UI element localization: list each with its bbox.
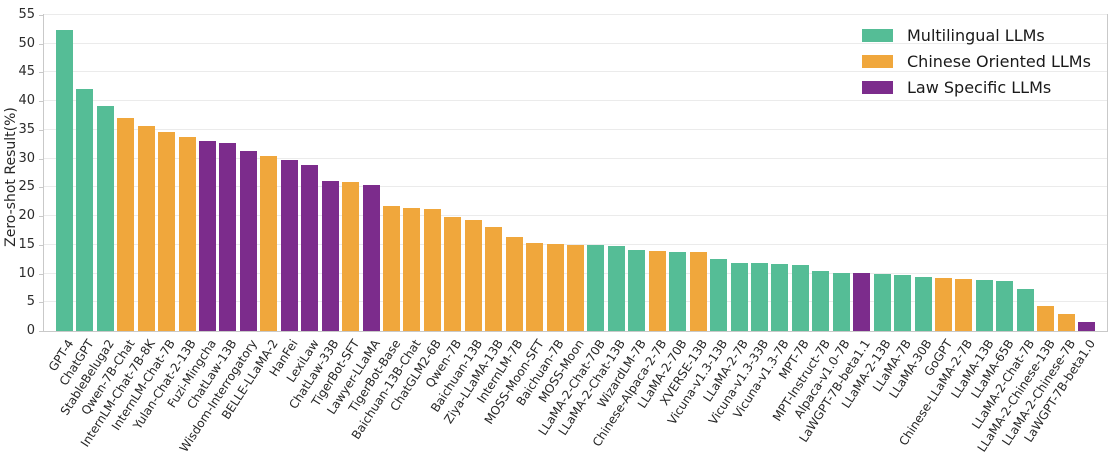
legend: Multilingual LLMs Chinese Oriented LLMs … <box>862 22 1091 100</box>
bar-MOSS-Moon-SFT <box>526 243 544 331</box>
bar-TigerBot-Base <box>383 205 401 331</box>
y-tick-mark-5 <box>39 302 43 304</box>
plot-area <box>43 14 1108 332</box>
bar-LLaMA-2-7B <box>730 262 748 331</box>
y-tick-label-0: 0 <box>26 323 35 338</box>
bar-LLaMA-30B <box>914 276 932 331</box>
bar-Lawyer-LLaMA <box>362 185 380 331</box>
y-tick-label-35: 35 <box>18 121 35 137</box>
bar-Baichuan-13B <box>464 219 482 331</box>
legend-label-multilingual: Multilingual LLMs <box>907 25 1045 45</box>
bar-ChatGPT <box>76 88 94 331</box>
bar-LLaMA-7B <box>894 274 912 331</box>
bar-GoGPT <box>934 278 952 331</box>
y-tick-mark-0 <box>39 331 43 332</box>
bar-Chinese-Alpaca-2-7B <box>648 251 666 331</box>
y-tick-label-55: 55 <box>18 7 35 22</box>
y-tick-mark-35 <box>39 129 43 131</box>
gridline-35 <box>44 128 1107 130</box>
y-tick-label-15: 15 <box>18 236 35 252</box>
bar-GPT-4 <box>55 30 73 331</box>
bar-LLaMA-2-Chinese-7B <box>1057 314 1075 331</box>
legend-item-multilingual: Multilingual LLMs <box>862 22 1091 48</box>
bar-Ziya-LLaMA-13B <box>485 226 503 331</box>
bar-LLaMA-2-Chinese-13B <box>1037 306 1055 331</box>
bar-LLaMA-13B <box>975 279 993 331</box>
y-tick-mark-45 <box>39 72 43 74</box>
y-tick-mark-25 <box>39 187 43 189</box>
gridline-15 <box>44 243 1107 245</box>
bar-LLaMA-2-Chat-7B <box>1016 289 1034 331</box>
y-tick-label-25: 25 <box>18 179 35 195</box>
bar-Alpaca-v1.0-7B <box>832 272 850 331</box>
y-axis: 0 5 10 15 20 25 30 35 40 45 50 55 <box>0 7 43 338</box>
bar-Wisdom-Interrogatory <box>239 150 257 331</box>
y-tick-label-10: 10 <box>18 265 35 281</box>
legend-label-law-specific: Law Specific LLMs <box>907 77 1052 97</box>
gridline-25 <box>44 186 1107 188</box>
bar-Baichuan-13B-Chat <box>403 207 421 331</box>
legend-item-law-specific: Law Specific LLMs <box>862 74 1091 100</box>
y-tick-label-40: 40 <box>18 93 35 109</box>
bar-XVERSE-13B <box>689 252 707 331</box>
bar-Chinese-LLaMA-2-7B <box>955 279 973 331</box>
bar-Qwen-7B <box>444 217 462 331</box>
legend-item-chinese-oriented: Chinese Oriented LLMs <box>862 48 1091 74</box>
bar-WizardLM-7B <box>628 250 646 331</box>
bar-ChatGLM2-6B <box>423 208 441 331</box>
bar-Yulan-Chat-2-13B <box>178 136 196 331</box>
bar-Vicuna-v1.3-33B <box>750 263 768 331</box>
y-tick-label-50: 50 <box>18 35 35 51</box>
bar-ChatLaw-13B <box>219 142 237 331</box>
bar-MPT-Instruct-7B <box>812 271 830 331</box>
bar-InternLM-Chat-7B-8K <box>137 125 155 331</box>
bar-LLaMA-2-70B <box>669 252 687 331</box>
gridline-30 <box>44 157 1107 159</box>
x-axis-labels: GPT-4 ChatGPT StableBeluga2 Qwen-7B-Chat Int… <box>43 337 1108 469</box>
y-tick-mark-55 <box>39 15 43 16</box>
y-tick-label-20: 20 <box>18 208 35 224</box>
bar-ChatLaw-33B <box>321 180 339 331</box>
legend-swatch-multilingual <box>862 28 893 42</box>
bar-LLaMA-2-Chat-13B <box>607 245 625 331</box>
legend-label-chinese-oriented: Chinese Oriented LLMs <box>907 51 1091 71</box>
bar-MOSS-Moon <box>567 244 584 331</box>
bar-HanFei <box>280 160 298 331</box>
gridline-55 <box>44 14 1107 15</box>
bar-InternLM-7B <box>505 236 523 331</box>
y-tick-mark-30 <box>39 158 43 160</box>
bar-StableBeluga2 <box>96 105 114 331</box>
gridline-45 <box>44 71 1107 73</box>
y-tick-label-30: 30 <box>18 150 35 166</box>
bar-LLaMA-2-13B <box>873 274 891 331</box>
y-tick-label-45: 45 <box>18 64 35 80</box>
bar-LLaMA-2-Chat-70B <box>587 245 605 331</box>
gridline-40 <box>44 100 1107 102</box>
y-tick-mark-40 <box>39 101 43 103</box>
y-tick-mark-10 <box>39 273 43 275</box>
bar-MPT-7B <box>791 265 809 331</box>
legend-swatch-chinese-oriented <box>862 54 893 68</box>
bar-LaWGPT-7B-beta1.1 <box>853 272 871 331</box>
bar-Fuzi-Mingcha <box>199 141 217 331</box>
gridline-50 <box>44 42 1107 44</box>
bar-TigerBot-SFT <box>342 181 360 331</box>
legend-swatch-law-specific <box>862 80 893 94</box>
bar-Vicuna-v1.3-13B <box>710 259 728 331</box>
bar-Vicuna-v1.3-7B <box>771 263 789 331</box>
bar-LaWGPT-7B-beta1.0 <box>1078 321 1096 331</box>
gridline-20 <box>44 215 1107 217</box>
bar-InternLM-Chat-7B <box>158 131 176 331</box>
y-tick-mark-20 <box>39 216 43 218</box>
bar-LexiLaw <box>301 165 319 331</box>
bar-Qwen-7B-Chat <box>117 118 135 331</box>
y-tick-mark-15 <box>39 244 43 246</box>
bar-Baichuan-7B <box>546 243 564 331</box>
y-tick-label-5: 5 <box>26 294 35 310</box>
y-tick-mark-50 <box>39 43 43 45</box>
bar-BELLE-LLaMA-2 <box>260 156 278 331</box>
bar-LLaMA-65B <box>996 281 1014 331</box>
